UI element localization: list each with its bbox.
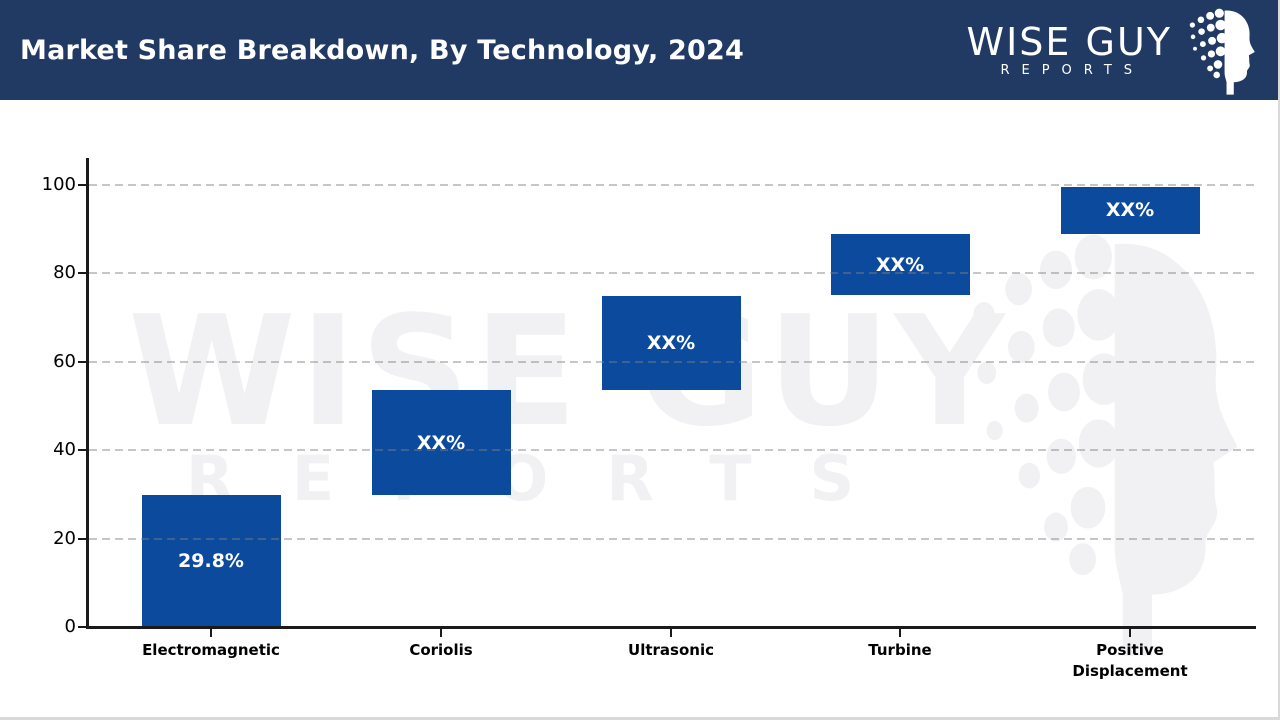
y-tick-mark [78, 184, 86, 186]
chart-title: Market Share Breakdown, By Technology, 2… [20, 34, 745, 66]
x-category-label: Ultrasonic [628, 641, 714, 659]
x-tick-mark [1129, 629, 1131, 637]
x-tick-mark [899, 629, 901, 637]
x-category-label: Turbine [868, 641, 932, 659]
x-category-label: Positive Displacement [1072, 641, 1188, 680]
watermark-wordmark: WISE GUY [128, 283, 1009, 460]
y-tick-label: 0 [64, 616, 76, 637]
watermark-head-icon [973, 234, 1238, 656]
x-tick-mark [440, 629, 442, 637]
watermark-subtitle: REPORTS [186, 442, 913, 515]
logo-wordmark: WISE GUY [966, 20, 1172, 64]
x-axis-spine [86, 626, 1256, 629]
y-tick-label: 60 [53, 350, 76, 372]
y-tick-mark [78, 272, 86, 275]
logo-text: WISE GUY REPORTS [967, 22, 1172, 78]
gridline [89, 360, 1256, 363]
bar-segment-turbine: XX% [830, 233, 970, 296]
x-tick-mark [210, 629, 212, 637]
gridline [89, 184, 1256, 186]
gridline [89, 449, 1256, 452]
bar-segment-coriolis: XX% [371, 390, 511, 496]
bar-segment-positive-displacement: XX% [1060, 187, 1200, 234]
y-tick-label: 100 [41, 174, 76, 195]
header-band: Market Share Breakdown, By Technology, 2… [0, 0, 1278, 100]
y-tick-label: 80 [53, 262, 76, 284]
bar-value-label: XX% [1105, 199, 1155, 222]
gridline [89, 272, 1256, 275]
bar-value-label: XX% [416, 431, 466, 454]
dotted-head-logo-icon [1189, 8, 1255, 95]
logo-subtitle: REPORTS [1000, 63, 1145, 78]
y-tick-mark [78, 626, 86, 628]
y-tick-mark [78, 360, 86, 363]
bar-value-label: XX% [646, 331, 696, 354]
bar-value-label: 29.8% [178, 550, 244, 573]
y-tick-mark [78, 537, 86, 540]
bar-segment-electromagnetic: 29.8% [141, 495, 281, 627]
bar-segment-ultrasonic: XX% [601, 295, 741, 391]
y-tick-mark [78, 449, 86, 452]
bar-value-label: XX% [875, 253, 925, 276]
wise-guy-reports-logo: WISE GUY REPORTS [967, 4, 1262, 96]
y-tick-label: 20 [53, 527, 76, 549]
x-category-label: Coriolis [409, 641, 473, 659]
y-axis-spine [86, 158, 89, 629]
x-category-label: Electromagnetic [142, 641, 280, 659]
gridline [89, 537, 1256, 540]
y-tick-label: 40 [53, 439, 76, 461]
x-tick-mark [670, 629, 672, 637]
